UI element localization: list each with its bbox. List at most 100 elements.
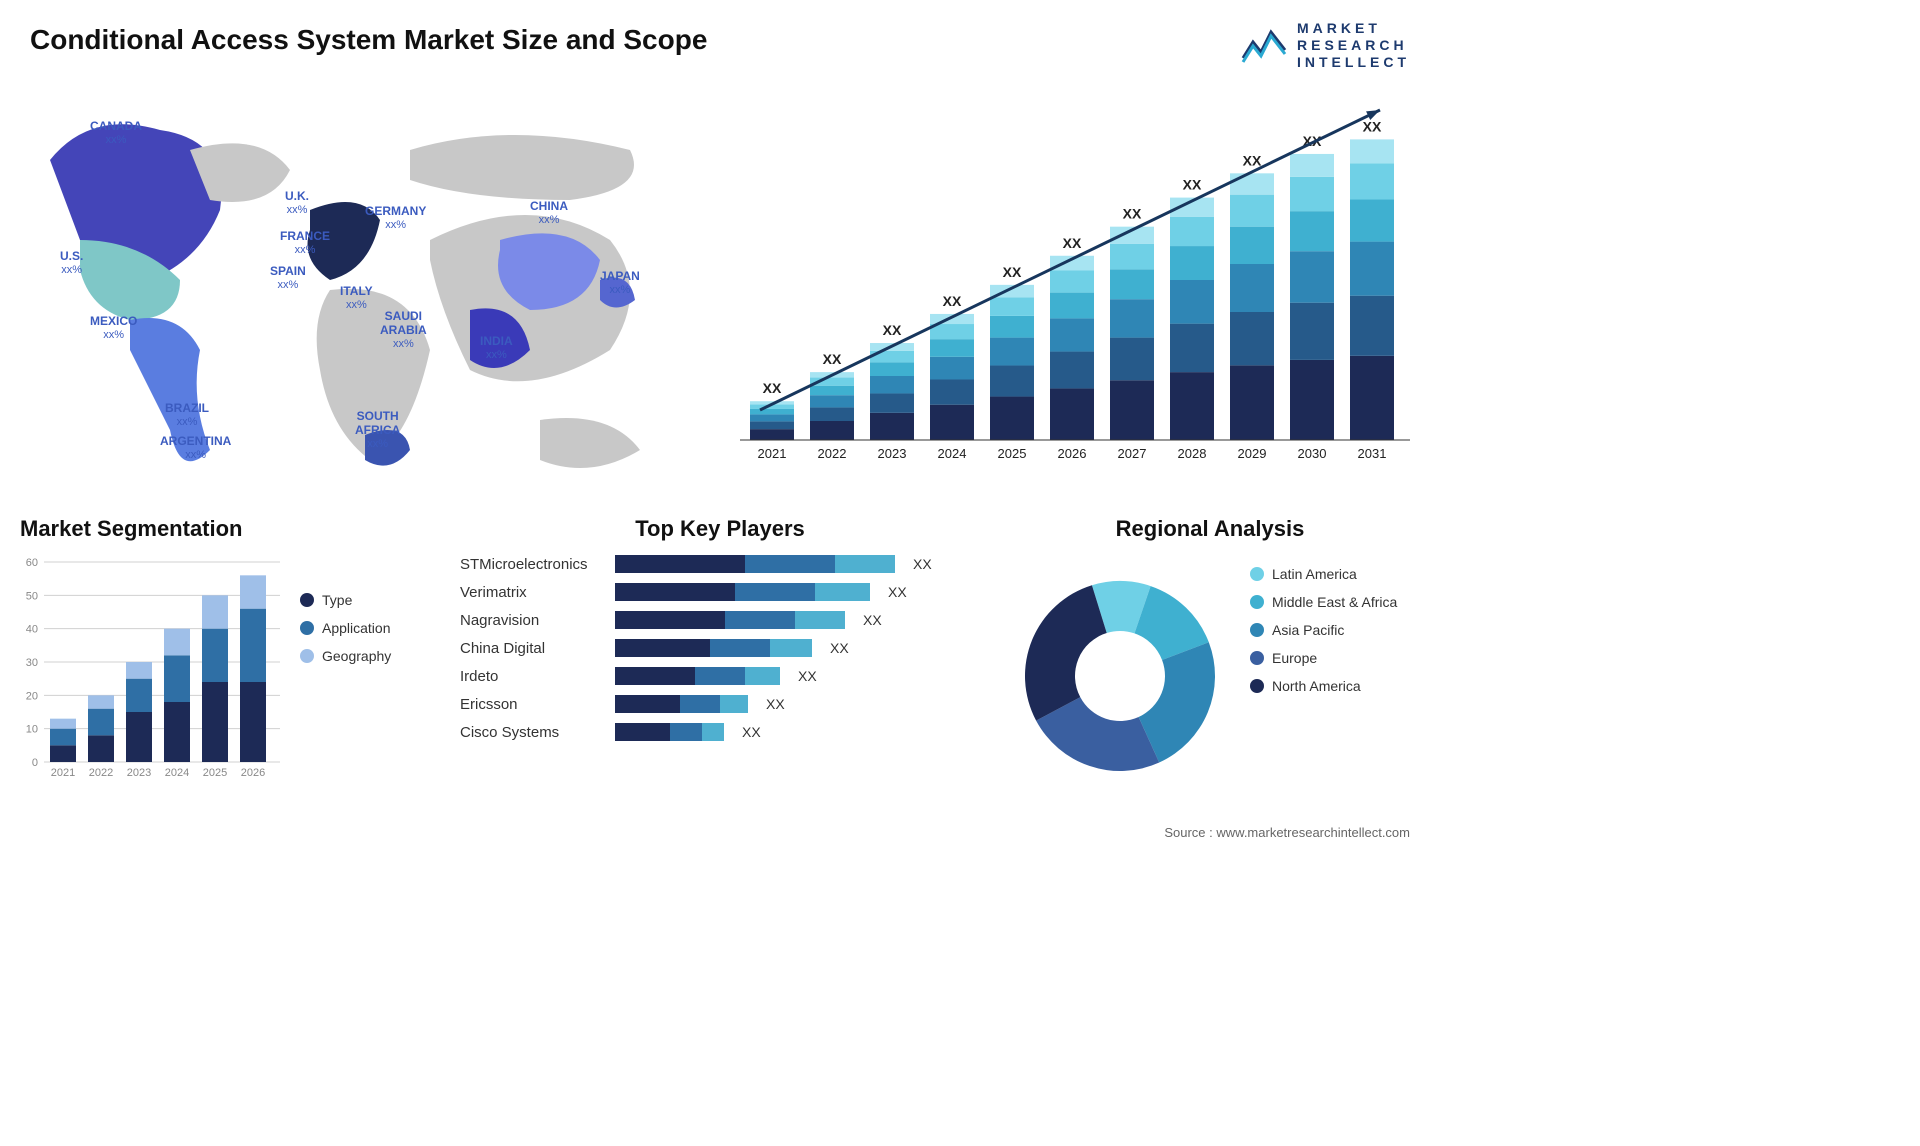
logo-word-3: INTELLECT (1297, 54, 1410, 71)
regional-panel: Regional Analysis Latin America Middle Ea… (1000, 516, 1420, 806)
map-country-label: GERMANYxx% (365, 205, 426, 231)
legend-item: North America (1250, 678, 1420, 694)
player-label: Verimatrix (460, 584, 605, 601)
players-panel: Top Key Players STMicroelectronics XX Veri… (460, 516, 980, 806)
player-label: Ericsson (460, 696, 605, 713)
player-row: Irdeto XX (460, 662, 980, 690)
legend-item: Europe (1250, 650, 1420, 666)
svg-text:2021: 2021 (51, 767, 75, 779)
legend-item: Type (300, 592, 391, 608)
regional-title: Regional Analysis (1000, 516, 1420, 542)
legend-item: Application (300, 620, 391, 636)
player-bar (615, 611, 845, 629)
legend-item: Latin America (1250, 566, 1420, 582)
svg-text:2023: 2023 (878, 446, 907, 461)
svg-text:20: 20 (26, 690, 38, 702)
segmentation-chart-svg: 0102030405060202120222023202420252026 (20, 552, 280, 782)
svg-text:2023: 2023 (127, 767, 151, 779)
svg-text:2022: 2022 (818, 446, 847, 461)
player-bar (615, 583, 870, 601)
map-country-label: U.S.xx% (60, 250, 83, 276)
map-country-label: BRAZILxx% (165, 402, 209, 428)
svg-text:XX: XX (1363, 118, 1382, 134)
map-country-label: SOUTHAFRICAxx% (355, 410, 400, 450)
player-label: Cisco Systems (460, 724, 605, 741)
svg-text:XX: XX (1063, 235, 1082, 251)
segmentation-legend: Type Application Geography (300, 552, 391, 782)
player-label: China Digital (460, 640, 605, 657)
svg-text:2025: 2025 (203, 767, 227, 779)
regional-legend: Latin America Middle East & Africa Asia Pa… (1250, 566, 1420, 706)
svg-text:XX: XX (943, 293, 962, 309)
svg-text:2026: 2026 (241, 767, 265, 779)
player-bar (615, 555, 895, 573)
player-row: Nagravision XX (460, 606, 980, 634)
segmentation-panel: Market Segmentation 01020304050602021202… (20, 516, 450, 806)
player-bar (615, 695, 748, 713)
player-row: Ericsson XX (460, 690, 980, 718)
svg-text:2028: 2028 (1178, 446, 1207, 461)
player-value: XX (863, 612, 882, 628)
source-label: Source : www.marketresearchintellect.com (1164, 825, 1410, 840)
logo-word-1: MARKET (1297, 20, 1410, 37)
player-row: Cisco Systems XX (460, 718, 980, 746)
svg-text:XX: XX (1243, 152, 1262, 168)
map-country-label: JAPANxx% (600, 270, 640, 296)
player-bar (615, 667, 780, 685)
svg-text:2030: 2030 (1298, 446, 1327, 461)
legend-item: Middle East & Africa (1250, 594, 1420, 610)
svg-text:XX: XX (883, 322, 902, 338)
growth-stacked-bar-chart: XX 2021 XX 2022 XX 2023 XX 2024 XX 2025 XX 2026 XX 20… (740, 100, 1410, 470)
svg-text:10: 10 (26, 724, 38, 736)
map-country-label: CHINAxx% (530, 200, 568, 226)
player-bar (615, 639, 812, 657)
players-rows: STMicroelectronicsXXVerimatrixXXNagravis… (460, 550, 980, 746)
page-title: Conditional Access System Market Size an… (30, 24, 707, 56)
svg-text:XX: XX (763, 380, 782, 396)
map-country-label: SAUDIARABIAxx% (380, 310, 427, 350)
players-title: Top Key Players (460, 516, 980, 542)
svg-text:XX: XX (1183, 177, 1202, 193)
player-row: China Digital XX (460, 634, 980, 662)
svg-text:2027: 2027 (1118, 446, 1147, 461)
player-label: Irdeto (460, 668, 605, 685)
map-country-label: FRANCExx% (280, 230, 330, 256)
logo-icon (1241, 22, 1287, 68)
legend-item: Geography (300, 648, 391, 664)
svg-text:2029: 2029 (1238, 446, 1267, 461)
map-country-label: CANADAxx% (90, 120, 142, 146)
map-country-label: ARGENTINAxx% (160, 435, 231, 461)
svg-text:2024: 2024 (165, 767, 189, 779)
player-label: Nagravision (460, 612, 605, 629)
player-value: XX (830, 640, 849, 656)
world-map: CANADAxx% U.S.xx% MEXICOxx% BRAZILxx% ARGENT… (10, 90, 700, 490)
player-row: VerimatrixXX (460, 578, 980, 606)
svg-text:2025: 2025 (998, 446, 1027, 461)
map-country-label: INDIAxx% (480, 335, 513, 361)
svg-text:2024: 2024 (938, 446, 967, 461)
svg-text:50: 50 (26, 590, 38, 602)
player-label: STMicroelectronics (460, 556, 605, 573)
map-country-label: U.K.xx% (285, 190, 309, 216)
player-value: XX (766, 696, 785, 712)
svg-text:60: 60 (26, 557, 38, 569)
player-value: XX (913, 556, 932, 572)
svg-text:40: 40 (26, 624, 38, 636)
player-value: XX (798, 668, 817, 684)
svg-text:XX: XX (1003, 264, 1022, 280)
svg-text:2031: 2031 (1358, 446, 1387, 461)
player-bar (615, 723, 724, 741)
svg-text:2022: 2022 (89, 767, 113, 779)
svg-text:XX: XX (823, 351, 842, 367)
map-country-label: SPAINxx% (270, 265, 306, 291)
svg-text:2021: 2021 (758, 446, 787, 461)
player-row: STMicroelectronics XX (460, 550, 980, 578)
map-country-label: MEXICOxx% (90, 315, 137, 341)
growth-chart-svg: XX 2021 XX 2022 XX 2023 XX 2024 XX 2025 XX 2026 XX 20… (740, 100, 1410, 470)
svg-text:2026: 2026 (1058, 446, 1087, 461)
legend-item: Asia Pacific (1250, 622, 1420, 638)
svg-text:XX: XX (1123, 206, 1142, 222)
regional-donut-svg (1010, 561, 1230, 781)
logo-word-2: RESEARCH (1297, 37, 1410, 54)
player-value: XX (742, 724, 761, 740)
